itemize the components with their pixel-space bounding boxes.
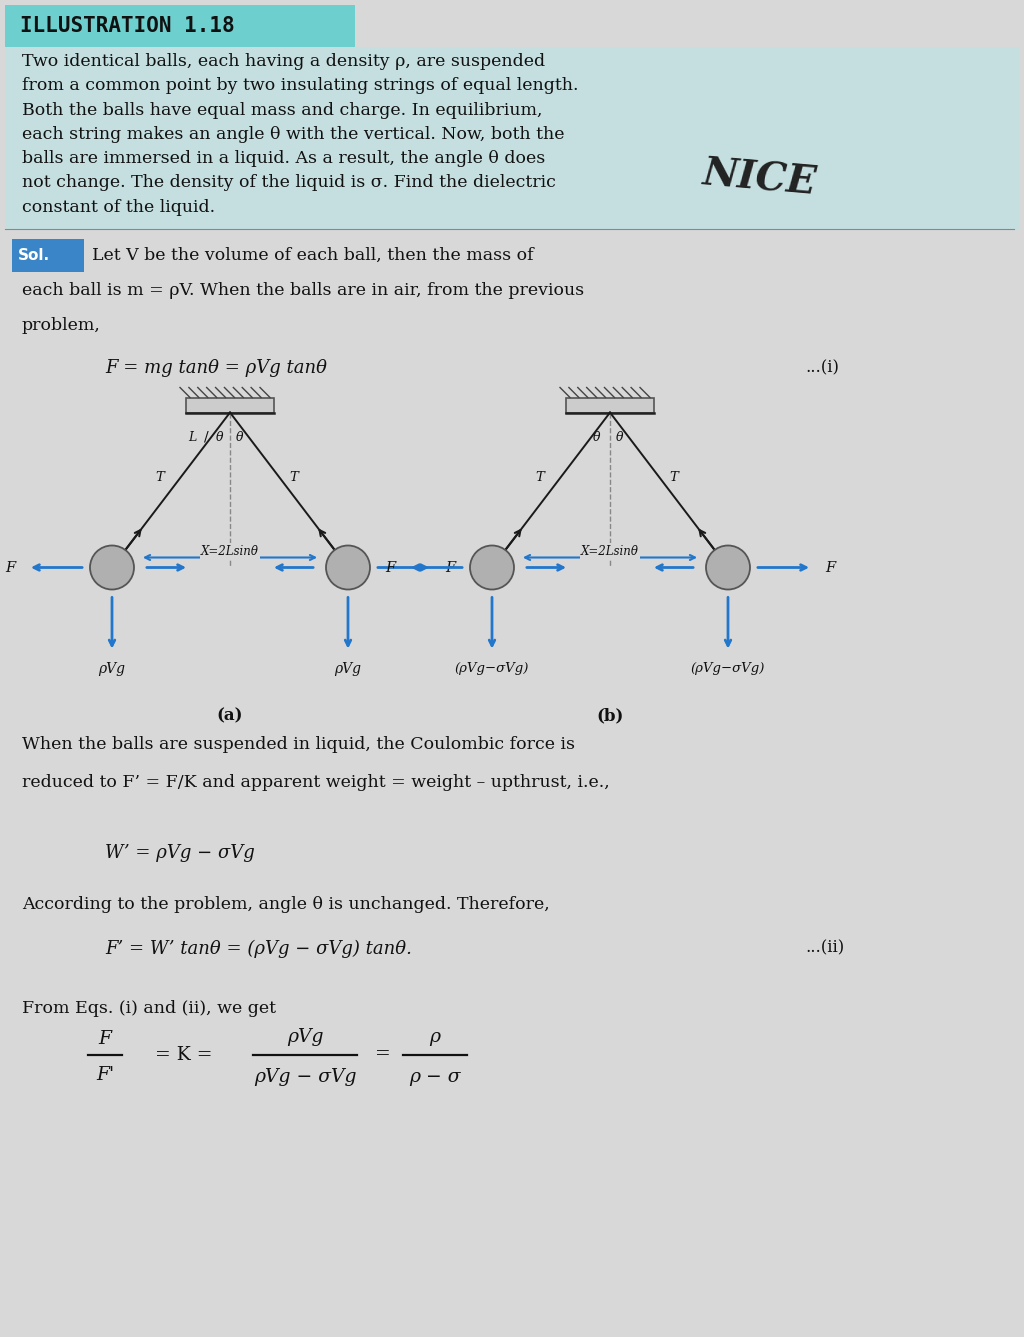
Text: Let V be the volume of each ball, then the mass of: Let V be the volume of each ball, then t… (92, 247, 534, 263)
Text: Both the balls have equal mass and charge. In equilibrium,: Both the balls have equal mass and charg… (22, 102, 543, 119)
Circle shape (470, 545, 514, 590)
Text: ρVg: ρVg (335, 662, 361, 675)
Text: =: = (375, 1046, 391, 1063)
Text: Two identical balls, each having a density ρ, are suspended: Two identical balls, each having a densi… (22, 53, 545, 70)
Text: not change. The density of the liquid is σ. Find the dielectric: not change. The density of the liquid is… (22, 174, 556, 191)
Text: problem,: problem, (22, 317, 101, 334)
Text: F: F (5, 560, 15, 575)
Text: From Eqs. (i) and (ii), we get: From Eqs. (i) and (ii), we get (22, 1000, 276, 1016)
Text: (ρVg−σVg): (ρVg−σVg) (455, 662, 529, 674)
Text: ρ: ρ (429, 1028, 440, 1046)
Text: NICE: NICE (700, 154, 817, 202)
Text: each ball is m = ρV. When the balls are in air, from the previous: each ball is m = ρV. When the balls are … (22, 282, 584, 299)
Circle shape (90, 545, 134, 590)
Bar (5, 47, 1019, 229)
Text: (ρVg−σVg): (ρVg−σVg) (691, 662, 765, 674)
Text: θ: θ (216, 431, 223, 444)
Text: (a): (a) (217, 707, 244, 725)
Text: from a common point by two insulating strings of equal length.: from a common point by two insulating st… (22, 78, 579, 95)
Bar (566, 397, 654, 413)
Text: ρVg: ρVg (287, 1028, 324, 1046)
Text: ILLUSTRATION 1.18: ILLUSTRATION 1.18 (20, 16, 234, 36)
Circle shape (706, 545, 750, 590)
Text: ρVg − σVg: ρVg − σVg (254, 1067, 356, 1086)
Text: constant of the liquid.: constant of the liquid. (22, 199, 215, 215)
Text: F: F (445, 560, 455, 575)
Text: F’ = W’ tanθ = (ρVg − σVg) tanθ.: F’ = W’ tanθ = (ρVg − σVg) tanθ. (105, 940, 412, 957)
Text: each string makes an angle θ with the vertical. Now, both the: each string makes an angle θ with the ve… (22, 126, 564, 143)
Bar (5, 5, 355, 47)
Text: = K =: = K = (155, 1046, 213, 1063)
Text: X=2Lsinθ: X=2Lsinθ (201, 544, 259, 558)
Text: /: / (204, 429, 209, 444)
Text: ...(ii): ...(ii) (805, 940, 844, 956)
Text: ...(i): ...(i) (805, 360, 839, 376)
Text: F': F' (96, 1066, 114, 1083)
Text: T: T (535, 471, 544, 484)
Bar (12, 239, 84, 271)
Bar (186, 397, 274, 413)
Text: X=2Lsinθ: X=2Lsinθ (581, 544, 639, 558)
Text: F: F (825, 560, 835, 575)
Text: F: F (98, 1029, 112, 1047)
Text: T: T (155, 471, 164, 484)
Circle shape (326, 545, 370, 590)
Text: According to the problem, angle θ is unchanged. Therefore,: According to the problem, angle θ is unc… (22, 896, 550, 912)
Text: L: L (188, 431, 197, 444)
Text: θ: θ (593, 431, 600, 444)
Text: θ: θ (616, 431, 624, 444)
Text: T: T (669, 471, 678, 484)
Text: balls are immersed in a liquid. As a result, the angle θ does: balls are immersed in a liquid. As a res… (22, 150, 545, 167)
Text: reduced to F’ = F/K and apparent weight = weight – upthrust, i.e.,: reduced to F’ = F/K and apparent weight … (22, 774, 609, 790)
Text: Sol.: Sol. (18, 247, 50, 263)
Text: W’ = ρVg − σVg: W’ = ρVg − σVg (105, 844, 255, 861)
Text: F = mg tanθ = ρVg tanθ: F = mg tanθ = ρVg tanθ (105, 358, 327, 377)
Text: When the balls are suspended in liquid, the Coulombic force is: When the balls are suspended in liquid, … (22, 735, 575, 753)
Text: (b): (b) (596, 707, 624, 725)
Text: ρ − σ: ρ − σ (410, 1067, 461, 1086)
Text: F: F (385, 560, 395, 575)
Text: T: T (289, 471, 298, 484)
Text: ρVg: ρVg (98, 662, 126, 675)
Text: θ: θ (236, 431, 244, 444)
